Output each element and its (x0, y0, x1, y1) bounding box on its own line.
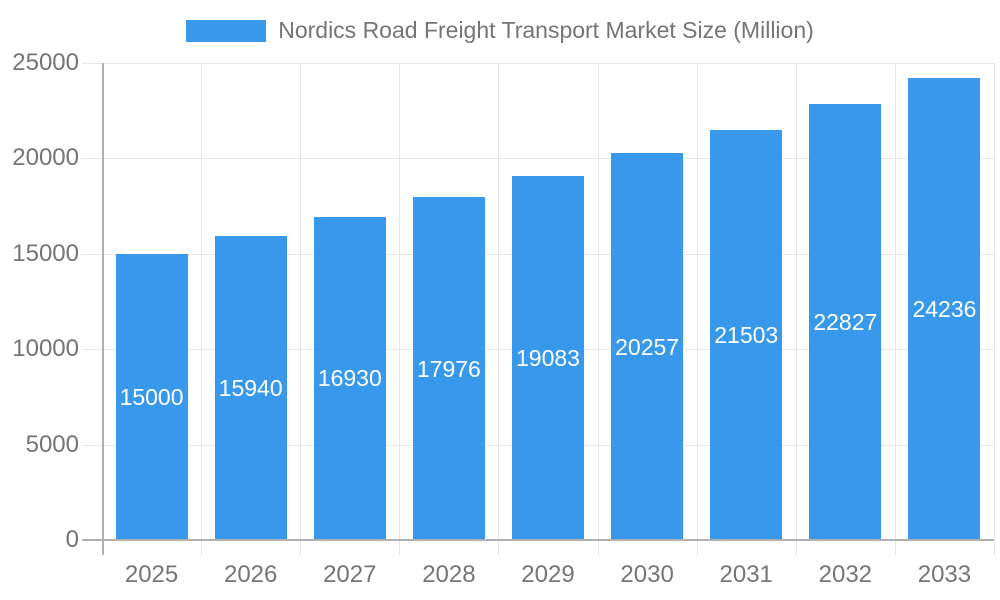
y-tick-label: 25000 (12, 49, 79, 76)
bar-2031[interactable] (710, 129, 783, 540)
bar-2025[interactable] (115, 253, 188, 540)
bar-2028[interactable] (412, 197, 485, 540)
bar-2026[interactable] (214, 235, 287, 540)
bar-2027[interactable] (313, 216, 386, 540)
x-axis (82, 539, 994, 541)
x-gridline (498, 63, 500, 555)
x-tick-label: 2033 (917, 561, 972, 588)
y-gridline (82, 158, 994, 160)
legend-label: Nordics Road Freight Transport Market Si… (278, 17, 814, 43)
x-tick-label: 2029 (521, 561, 575, 588)
x-gridline (597, 63, 599, 555)
x-gridline (795, 63, 797, 555)
x-tick-label: 2026 (223, 561, 278, 588)
bar-2029[interactable] (512, 175, 584, 540)
y-tick-label: 0 (65, 526, 79, 553)
y-tick-label: 5000 (25, 430, 79, 458)
plot-area: 0 5000 10000 15000 20000 25000 15000 2025 15940 2… (12, 49, 995, 588)
bar-2032[interactable] (809, 104, 882, 540)
x-tick-label: 2025 (124, 561, 179, 588)
legend-swatch-icon (186, 19, 267, 42)
x-gridline (399, 63, 401, 555)
x-gridline (300, 63, 302, 555)
bar-2030[interactable] (611, 153, 684, 540)
y-gridline (82, 63, 994, 64)
x-gridline (696, 63, 698, 555)
x-gridline (894, 63, 896, 555)
y-tick-label: 20000 (12, 144, 79, 172)
x-tick-label: 2027 (323, 561, 377, 588)
x-gridline (994, 63, 995, 555)
bar-2033[interactable] (908, 77, 981, 540)
y-tick-label: 10000 (12, 335, 79, 363)
x-tick-label: 2030 (620, 561, 674, 588)
x-gridline (201, 63, 203, 555)
y-axis (102, 63, 104, 555)
y-tick-label: 15000 (12, 239, 79, 267)
x-tick-label: 2028 (422, 561, 476, 588)
x-tick-label: 2031 (719, 561, 773, 588)
x-tick-label: 2032 (818, 561, 873, 588)
legend[interactable]: Nordics Road Freight Transport Market Si… (0, 17, 1000, 44)
